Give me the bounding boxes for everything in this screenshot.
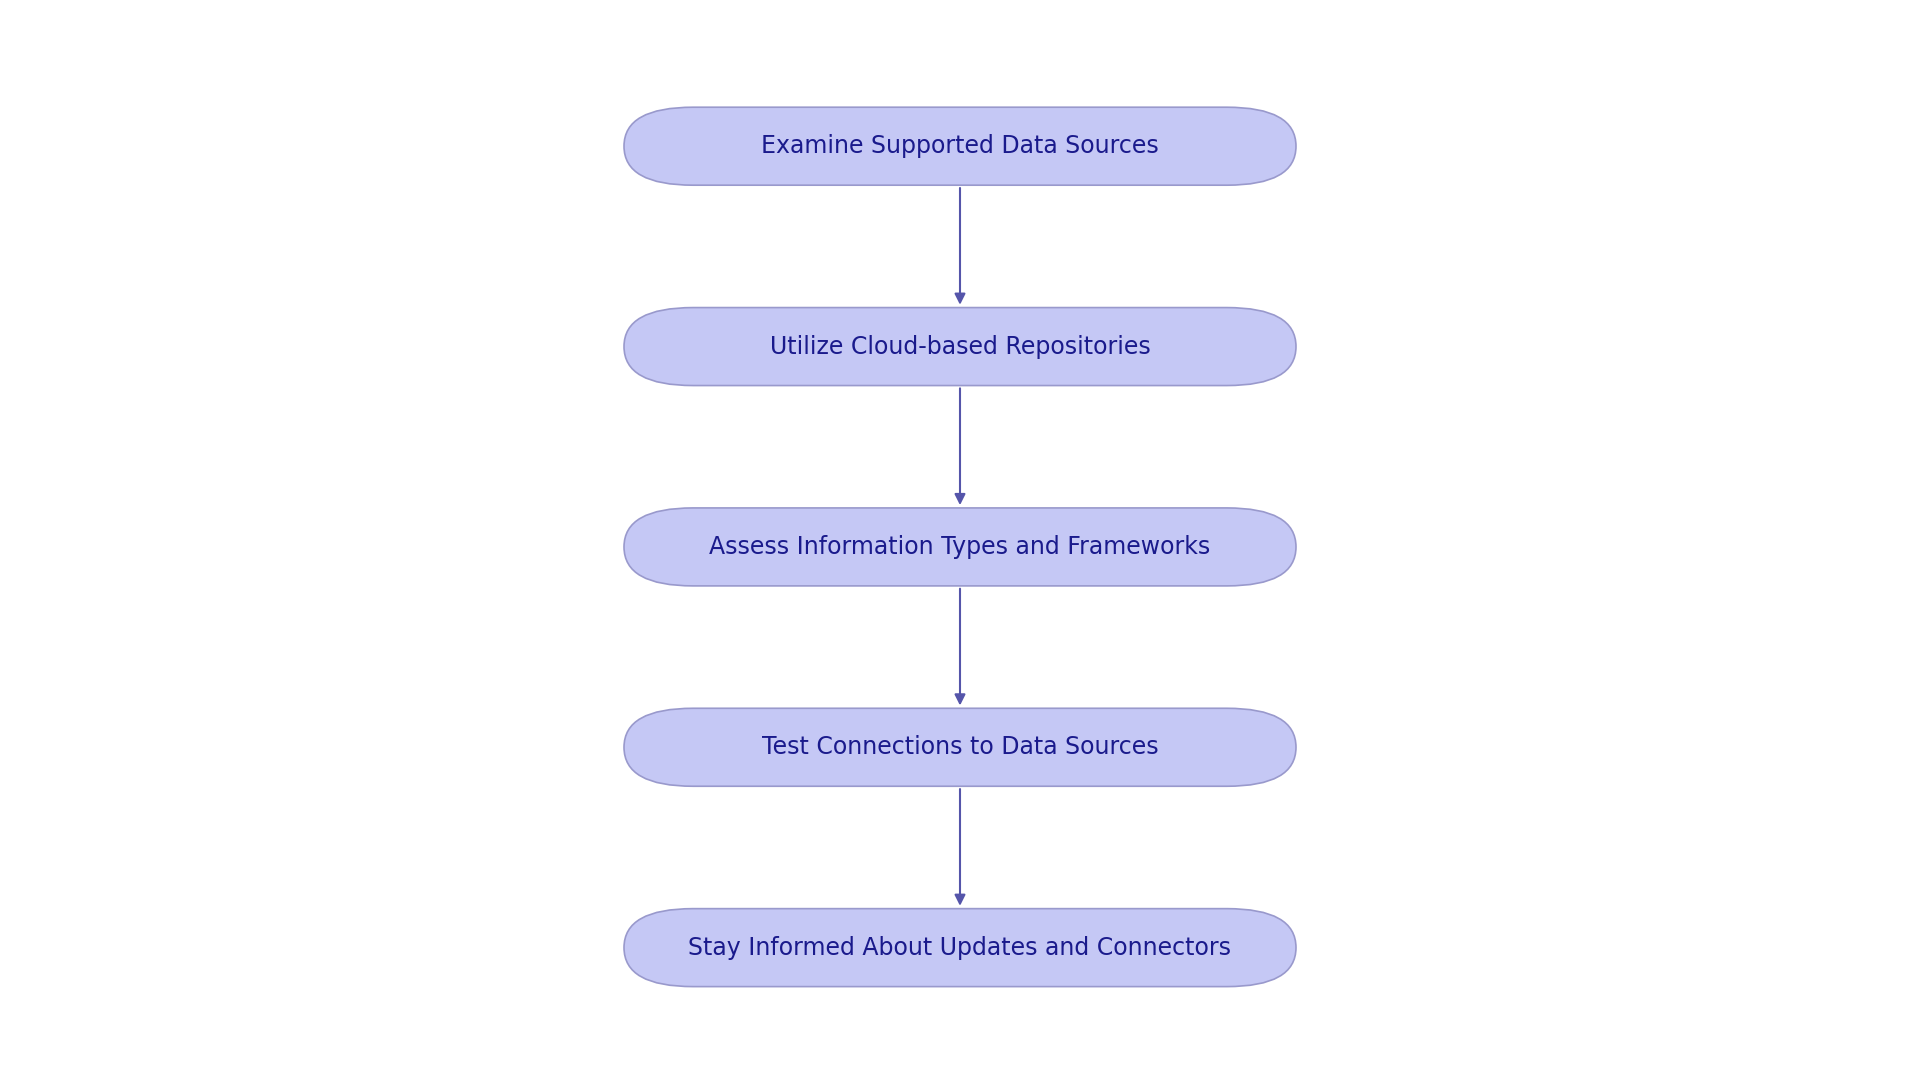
- Text: Utilize Cloud-based Repositories: Utilize Cloud-based Repositories: [770, 335, 1150, 358]
- Text: Stay Informed About Updates and Connectors: Stay Informed About Updates and Connecto…: [689, 936, 1231, 960]
- Text: Examine Supported Data Sources: Examine Supported Data Sources: [760, 134, 1160, 158]
- Text: Assess Information Types and Frameworks: Assess Information Types and Frameworks: [708, 535, 1212, 559]
- FancyBboxPatch shape: [624, 909, 1296, 987]
- FancyBboxPatch shape: [624, 107, 1296, 185]
- FancyBboxPatch shape: [624, 308, 1296, 386]
- FancyBboxPatch shape: [624, 508, 1296, 586]
- Text: Test Connections to Data Sources: Test Connections to Data Sources: [762, 735, 1158, 759]
- FancyBboxPatch shape: [624, 708, 1296, 786]
